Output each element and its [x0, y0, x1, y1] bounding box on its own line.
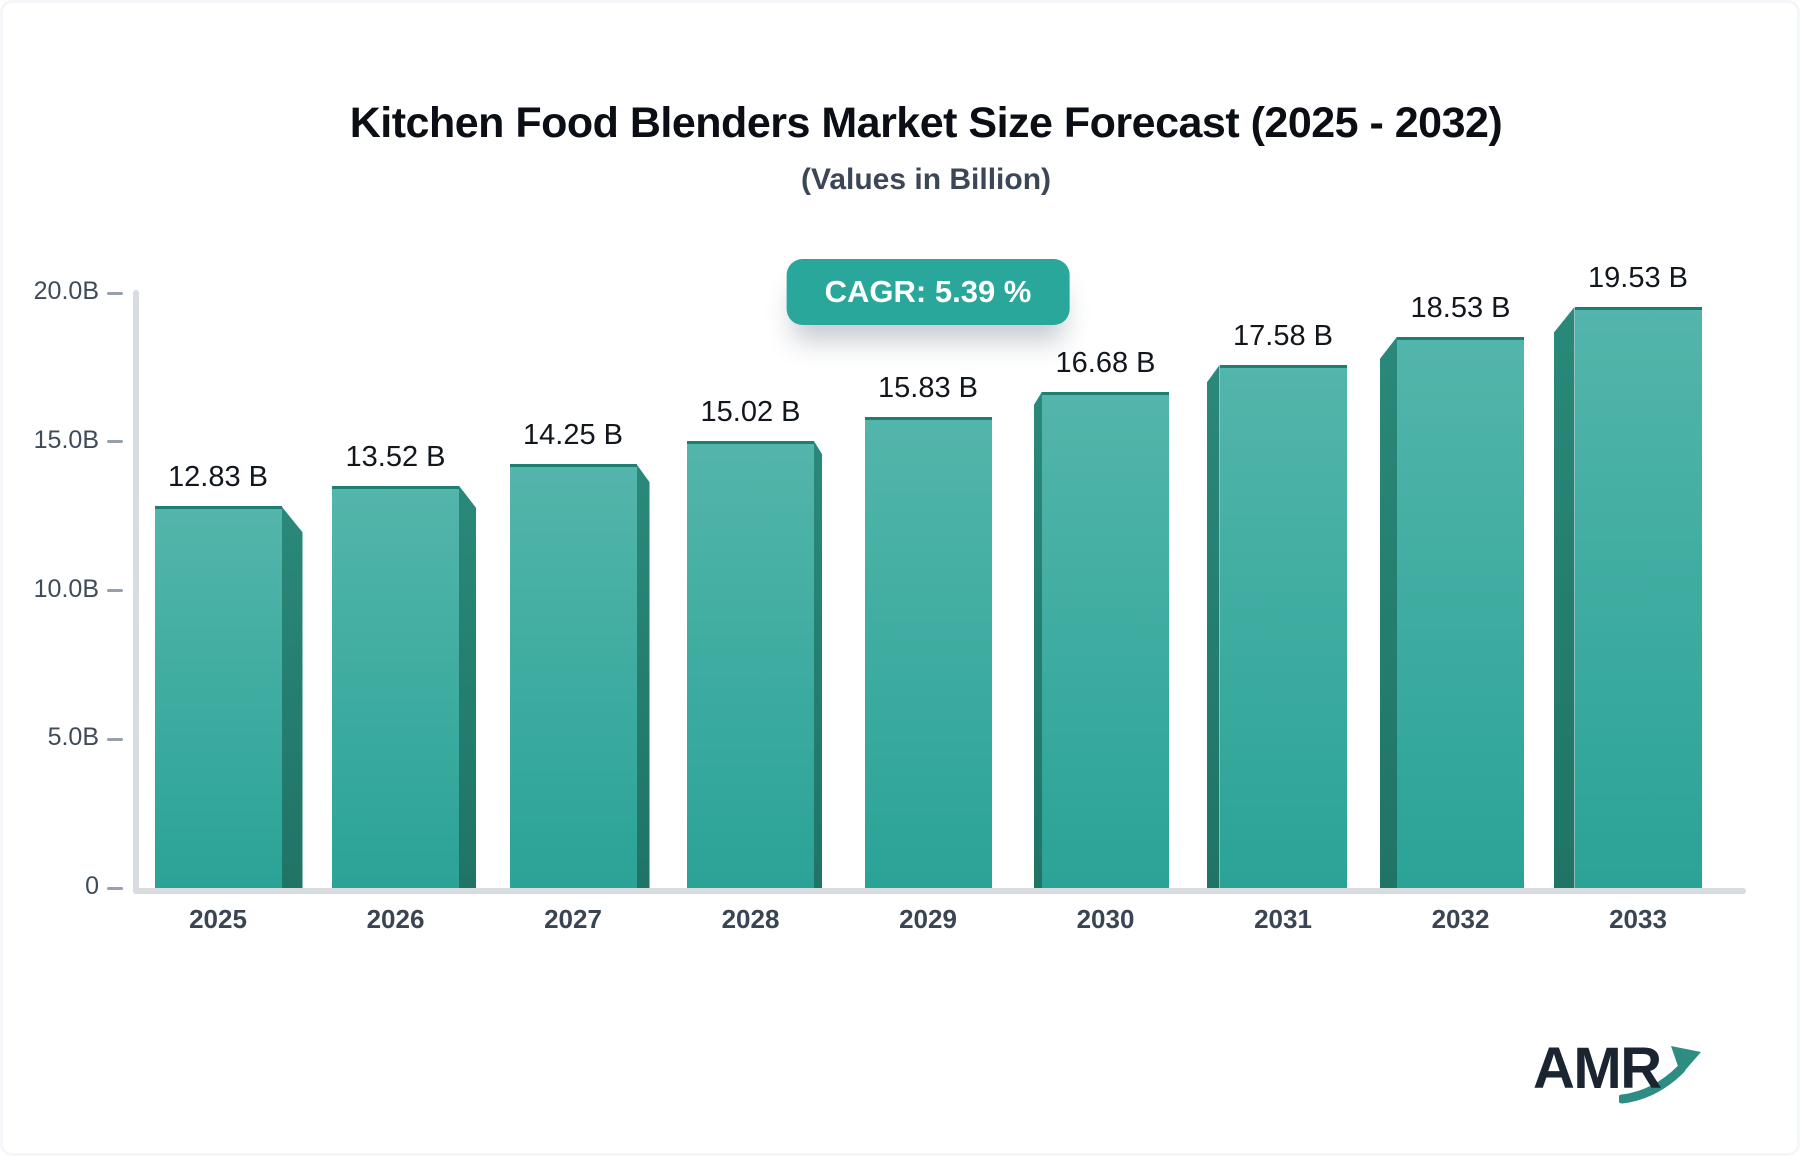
y-tick [107, 440, 123, 444]
bar-value-label: 14.25 B [523, 419, 623, 452]
y-tick [107, 886, 123, 890]
x-axis-line [133, 888, 1746, 894]
growth-arrow-icon [1619, 1046, 1701, 1104]
bar-side [459, 485, 476, 888]
y-axis-line [133, 290, 139, 894]
y-tick-label: 20.0B [33, 277, 99, 305]
x-axis-label: 2033 [1609, 904, 1667, 934]
y-tick [107, 589, 123, 592]
y-tick [107, 291, 123, 295]
y-tick [107, 737, 123, 741]
bar [154, 506, 282, 888]
bar [1042, 391, 1169, 888]
amr-logo: AMR [1533, 1033, 1783, 1119]
x-axis-label: 2026 [366, 904, 425, 934]
bar-value-label: 19.53 B [1588, 261, 1688, 294]
x-axis-label: 2025 [189, 904, 247, 934]
x-axis-label: 2028 [721, 904, 780, 934]
bar-side [1553, 306, 1575, 888]
x-axis-label: 2031 [1254, 904, 1312, 934]
bar-value-label: 15.83 B [878, 372, 978, 405]
x-axis-label: 2027 [544, 904, 602, 934]
bar-value-label: 15.02 B [700, 396, 801, 429]
bar-value-label: 18.53 B [1410, 291, 1511, 324]
bar [1574, 306, 1702, 888]
plot-area: 0 5.0B 10.0B 15.0B 20.0B 12.83 B 2025 13.52 B 20… [3, 3, 1797, 1153]
bar [332, 485, 459, 888]
y-tick-label: 10.0B [33, 574, 99, 603]
y-tick-label: 5.0B [47, 723, 99, 752]
bar-value-label: 17.58 B [1233, 319, 1333, 352]
bar-value-label: 12.83 B [168, 461, 268, 494]
bar [687, 441, 814, 888]
cagr-badge: CAGR: 5.39 % [786, 259, 1070, 325]
bar [1219, 364, 1347, 888]
chart-subtitle: (Values in Billion) [800, 163, 1052, 196]
bar-side [636, 464, 650, 888]
x-axis-label: 2030 [1076, 904, 1135, 934]
bar [509, 464, 637, 888]
bar-side [814, 441, 822, 888]
bar [864, 417, 992, 888]
bar-side [1206, 364, 1220, 888]
chart-title: Kitchen Food Blenders Market Size Foreca… [349, 99, 1503, 147]
x-axis-label: 2032 [1431, 904, 1490, 934]
amr-logo-text: AMR [1533, 1036, 1662, 1101]
bar-value-label: 13.52 B [345, 440, 446, 473]
bar-side [1034, 391, 1042, 888]
y-tick-label: 0 [85, 872, 99, 900]
x-axis-label: 2029 [899, 904, 957, 934]
bar-side [1380, 336, 1397, 888]
y-tick-label: 15.0B [33, 425, 99, 454]
bar [1397, 336, 1524, 888]
bar-side [281, 506, 303, 888]
bar-value-label: 16.68 B [1055, 346, 1156, 379]
